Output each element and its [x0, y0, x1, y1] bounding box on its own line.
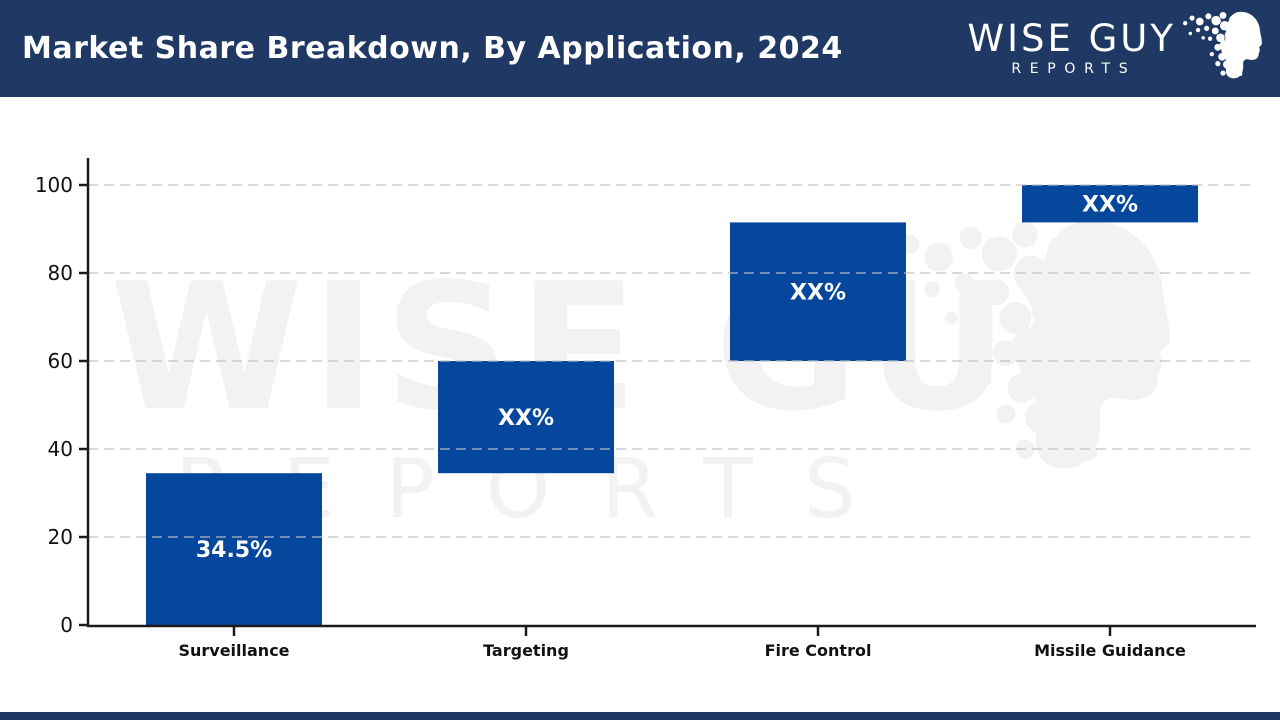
y-tick-label: 80: [48, 261, 73, 285]
background-watermark: WISE GUY REPORTS: [0, 97, 1280, 712]
footer-band: [0, 712, 1280, 720]
header-band: Market Share Breakdown, By Application, …: [0, 0, 1280, 97]
y-tick-label: 20: [48, 525, 73, 549]
logo-face-icon: [1183, 11, 1262, 78]
logo-reports-text: REPORTS: [1011, 60, 1137, 77]
bar-surveillance: [146, 473, 322, 625]
x-category-label: Missile Guidance: [1034, 641, 1186, 660]
bar-value-label: XX%: [1082, 193, 1138, 218]
y-tick-label: 40: [48, 437, 73, 461]
bar-value-label: XX%: [790, 281, 846, 306]
y-tick-label: 0: [60, 613, 73, 637]
bar-targeting: [438, 361, 614, 474]
bar-fire-control: [730, 222, 906, 361]
bar-value-label: 34.5%: [196, 538, 272, 563]
page-title: Market Share Breakdown, By Application, …: [22, 31, 843, 66]
x-category-label: Targeting: [483, 641, 569, 660]
x-category-label: Surveillance: [178, 641, 289, 660]
x-category-label: Fire Control: [765, 641, 872, 660]
bar-value-label: XX%: [498, 406, 554, 431]
wise-guy-reports-logo: WISE GUY REPORTS: [968, 9, 1280, 89]
logo-wise-guy-text: WISE GUY: [967, 17, 1176, 61]
bar-missile-guidance: [1022, 185, 1198, 223]
y-tick-label: 60: [48, 349, 73, 373]
y-tick-label: 100: [35, 173, 73, 197]
